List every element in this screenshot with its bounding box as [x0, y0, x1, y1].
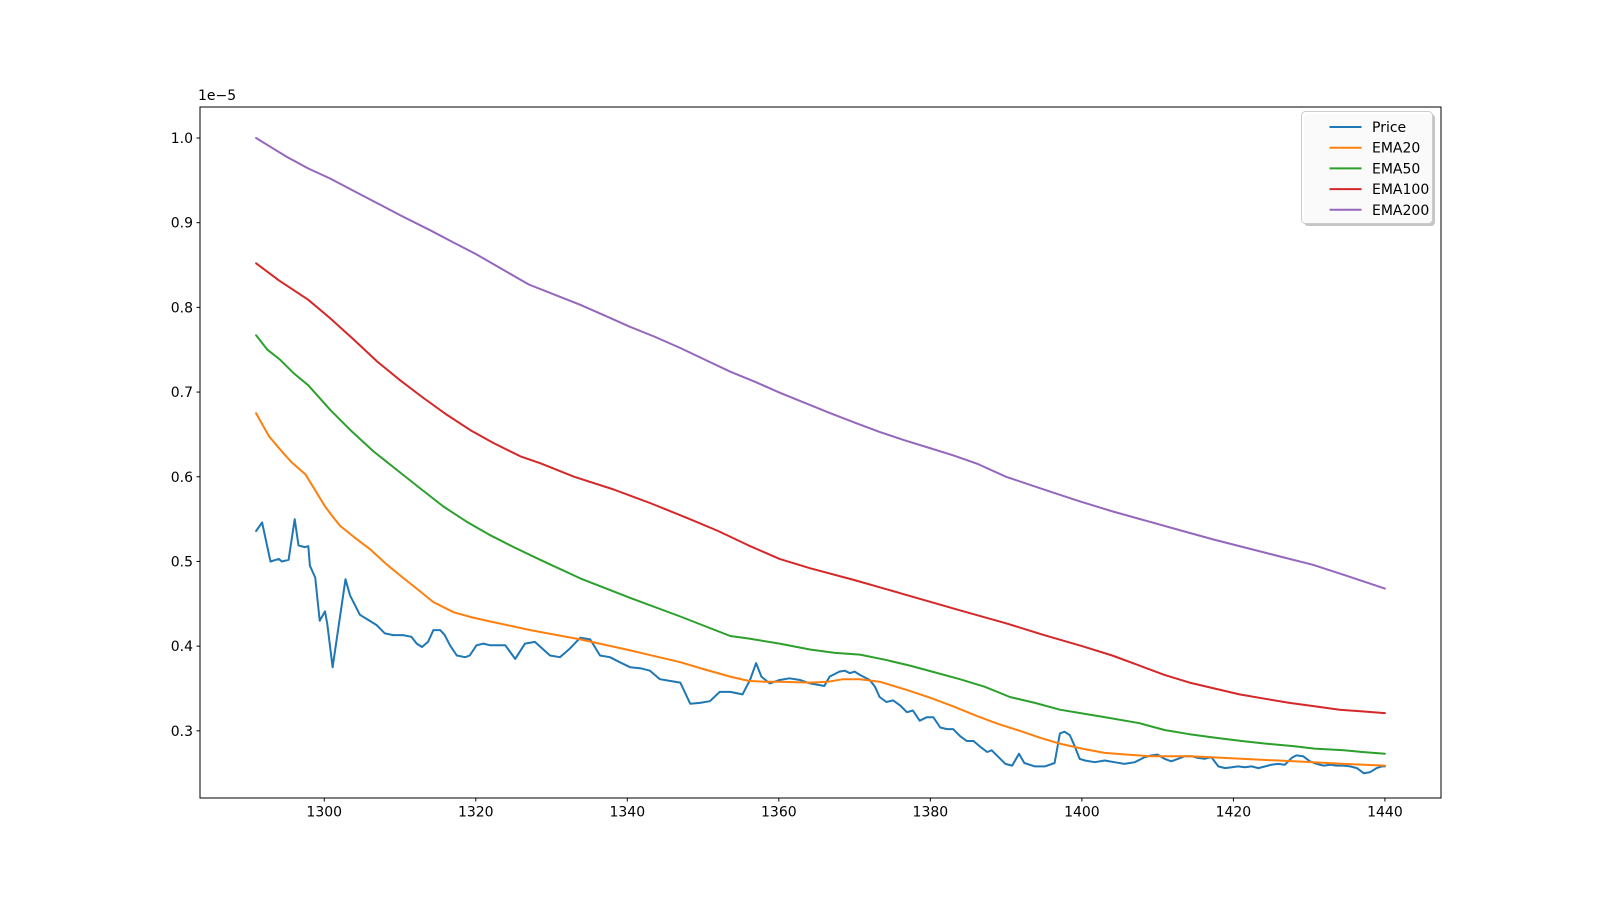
- x-tick-label: 1420: [1216, 805, 1252, 821]
- legend-item-ema100: EMA100: [1329, 182, 1429, 198]
- y-tick-label: 0.3: [171, 724, 193, 740]
- series-line-ema100: [255, 262, 1386, 715]
- x-tick-label: 1440: [1367, 805, 1403, 821]
- series-line-ema20: [255, 412, 1386, 767]
- y-tick-label: 0.4: [171, 639, 193, 655]
- x-tick-label: 1380: [913, 805, 949, 821]
- legend-item-ema200: EMA200: [1329, 203, 1429, 219]
- legend-label-price: Price: [1372, 120, 1406, 136]
- y-axis-offset-label: 1e−5: [198, 88, 236, 104]
- x-tick-label: 1320: [458, 805, 494, 821]
- series-line-ema50: [255, 334, 1386, 755]
- legend-label-ema200: EMA200: [1372, 203, 1429, 219]
- x-tick-label: 1340: [609, 805, 645, 821]
- plot-border: [199, 106, 1442, 799]
- series-line-price: [255, 518, 1386, 775]
- x-tick-label: 1360: [761, 805, 797, 821]
- x-tick-label: 1400: [1064, 805, 1100, 821]
- legend-item-ema20: EMA20: [1329, 141, 1420, 157]
- y-tick-label: 0.5: [171, 554, 193, 570]
- legend-label-ema100: EMA100: [1372, 182, 1429, 198]
- y-tick-label: 0.7: [171, 385, 193, 401]
- legend-box: [1301, 111, 1433, 224]
- y-tick-label: 0.8: [171, 300, 193, 316]
- series-line-ema200: [255, 137, 1386, 590]
- legend-label-ema20: EMA20: [1372, 141, 1420, 157]
- y-tick-label: 0.6: [171, 470, 193, 486]
- legend-item-price: Price: [1329, 120, 1406, 136]
- legend-item-ema50: EMA50: [1329, 161, 1420, 177]
- legend: Price EMA20 EMA50 EMA100 EMA200: [1301, 111, 1435, 226]
- y-tick-label: 1.0: [171, 131, 193, 147]
- x-tick-label: 1300: [306, 805, 342, 821]
- legend-label-ema50: EMA50: [1372, 161, 1420, 177]
- y-tick-label: 0.9: [171, 216, 193, 232]
